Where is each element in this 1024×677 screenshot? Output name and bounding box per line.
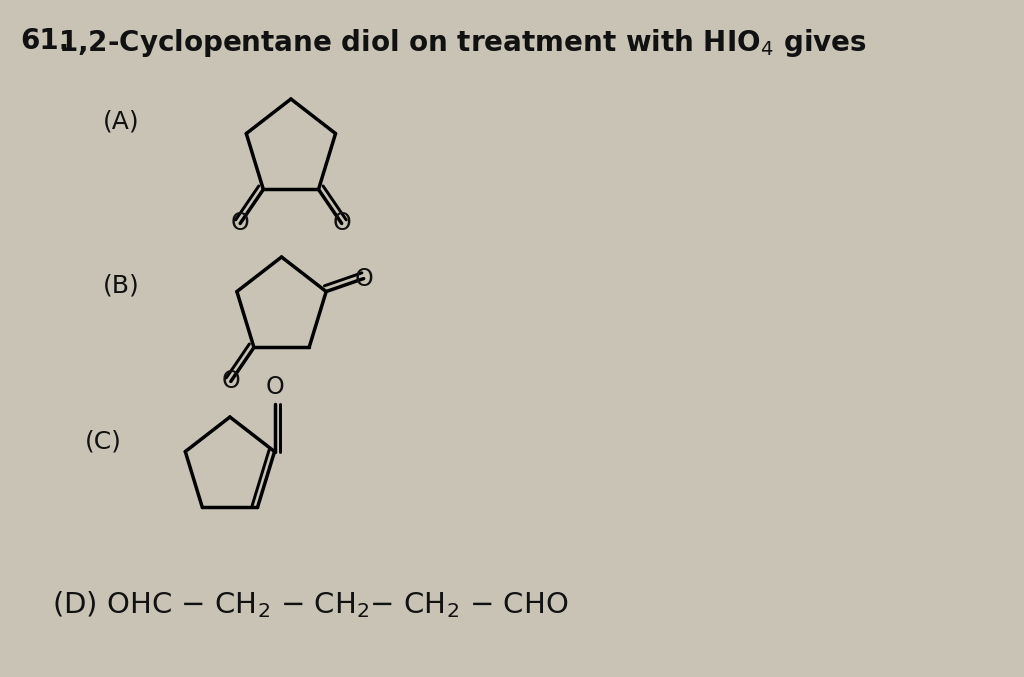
Text: (A): (A): [103, 110, 140, 134]
Text: O: O: [354, 267, 373, 290]
Text: 61.: 61.: [20, 27, 70, 55]
Text: (C): (C): [84, 430, 121, 454]
Text: O: O: [230, 211, 250, 236]
Text: O: O: [333, 211, 351, 236]
Text: O: O: [221, 370, 241, 393]
Text: 1,2-Cyclopentane diol on treatment with HIO$_4$ gives: 1,2-Cyclopentane diol on treatment with …: [58, 27, 866, 59]
Text: O: O: [265, 374, 284, 399]
Text: (B): (B): [103, 273, 140, 297]
Text: (D) OHC $-$ CH$_2$ $-$ CH$_2$$-$ CH$_2$ $-$ CHO: (D) OHC $-$ CH$_2$ $-$ CH$_2$$-$ CH$_2$ …: [51, 590, 568, 620]
